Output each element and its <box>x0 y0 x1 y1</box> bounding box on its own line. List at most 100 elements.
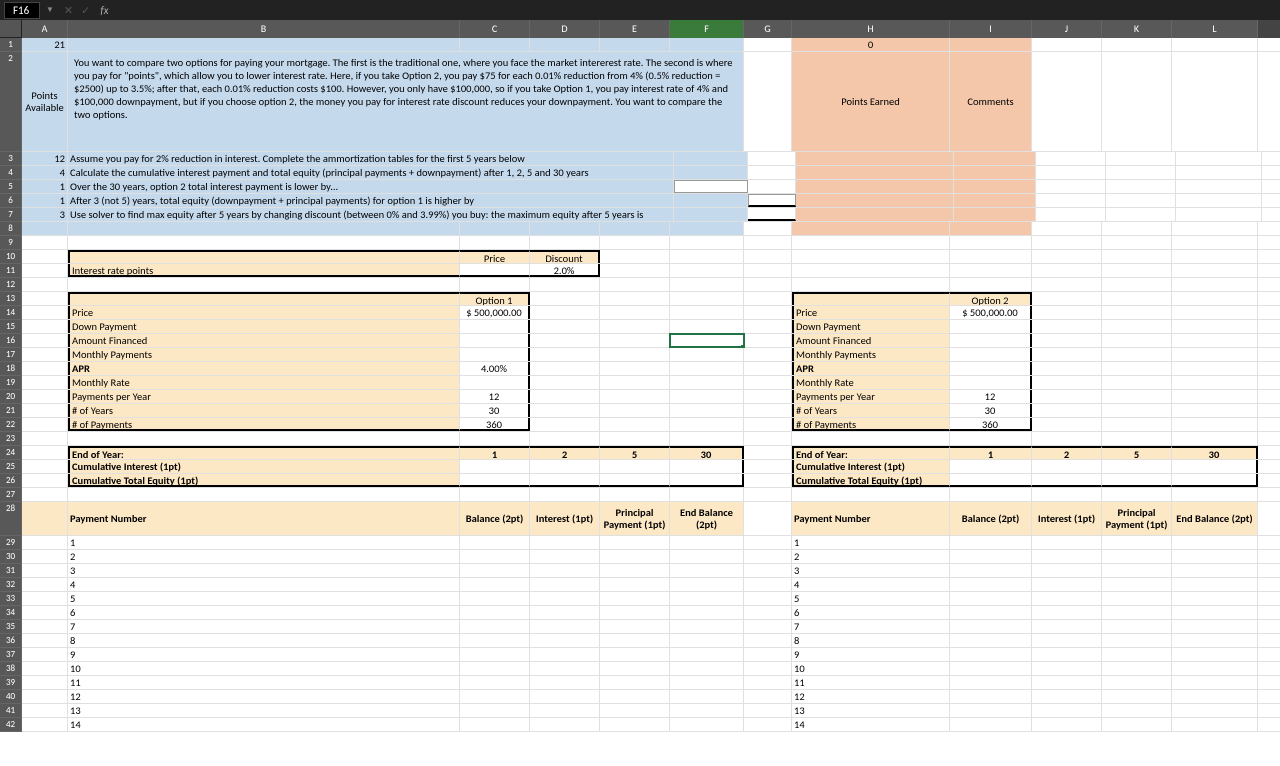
row-header-41[interactable]: 41 <box>0 704 22 718</box>
payment-num-1-5[interactable]: 5 <box>68 592 460 605</box>
row-header-15[interactable]: 15 <box>0 320 22 334</box>
opt1-label-21[interactable]: # of Years <box>68 404 460 417</box>
payment-num-2-10[interactable]: 10 <box>792 662 950 675</box>
payment-num-1-3[interactable]: 3 <box>68 564 460 577</box>
payment-num-1-10[interactable]: 10 <box>68 662 460 675</box>
price-header[interactable]: Price <box>460 250 530 263</box>
task-points-7[interactable]: 3 <box>22 208 68 221</box>
payment-num-1-14[interactable]: 14 <box>68 718 460 731</box>
col-header-J[interactable]: J <box>1032 20 1102 38</box>
row-header-1[interactable]: 1 <box>0 38 22 52</box>
payment-num-1-1[interactable]: 1 <box>68 536 460 549</box>
option2-title[interactable]: Option 2 <box>950 292 1032 305</box>
row-header-18[interactable]: 18 <box>0 362 22 376</box>
col-header-A[interactable]: A <box>22 20 68 38</box>
eb-header-1[interactable]: End Balance (2pt) <box>670 502 744 535</box>
opt2-label-22[interactable]: # of Payments <box>792 418 950 431</box>
col-header-G[interactable]: G <box>744 20 792 38</box>
ci-label-2[interactable]: Cumulative Interest (1pt) <box>792 460 950 473</box>
cells-area[interactable]: 21 0 Points Available You want to compar… <box>22 38 1280 732</box>
payment-num-2-9[interactable]: 9 <box>792 648 950 661</box>
task-points-4[interactable]: 4 <box>22 166 68 179</box>
opt1-val-21[interactable]: 30 <box>460 404 530 417</box>
zero-val[interactable]: 0 <box>792 38 950 51</box>
row-header-7[interactable]: 7 <box>0 208 22 222</box>
cell-F14[interactable] <box>670 306 744 319</box>
col-header-E[interactable]: E <box>600 20 670 38</box>
payment-num-2-11[interactable]: 11 <box>792 676 950 689</box>
pn-header-1[interactable]: Payment Number <box>68 502 460 535</box>
payment-num-1-7[interactable]: 7 <box>68 620 460 633</box>
row-header-30[interactable]: 30 <box>0 550 22 564</box>
ci-label-1[interactable]: Cumulative Interest (1pt) <box>68 460 460 473</box>
confirm-icon[interactable]: ✓ <box>77 4 94 17</box>
row-header-4[interactable]: 4 <box>0 166 22 180</box>
opt2-label-15[interactable]: Down Payment <box>792 320 950 333</box>
opt1-val-14[interactable]: $ 500,000.00 <box>460 306 530 319</box>
row-header-12[interactable]: 12 <box>0 278 22 292</box>
payment-num-1-4[interactable]: 4 <box>68 578 460 591</box>
opt1-label-16[interactable]: Amount Financed <box>68 334 460 347</box>
payment-num-2-3[interactable]: 3 <box>792 564 950 577</box>
opt2-label-16[interactable]: Amount Financed <box>792 334 950 347</box>
pp-header-2[interactable]: Principal Payment (1pt) <box>1102 502 1172 535</box>
row-header-19[interactable]: 19 <box>0 376 22 390</box>
row-header-3[interactable]: 3 <box>0 152 22 166</box>
eoy-label-2[interactable]: End of Year: <box>792 446 950 459</box>
payment-num-2-14[interactable]: 14 <box>792 718 950 731</box>
task-points-6[interactable]: 1 <box>22 194 68 207</box>
col-header-C[interactable]: C <box>460 20 530 38</box>
cell-F20[interactable] <box>670 390 744 403</box>
opt2-val-18[interactable] <box>950 362 1032 375</box>
row-header-34[interactable]: 34 <box>0 606 22 620</box>
bal-header-1[interactable]: Balance (2pt) <box>460 502 530 535</box>
bal-header-2[interactable]: Balance (2pt) <box>950 502 1032 535</box>
opt1-val-20[interactable]: 12 <box>460 390 530 403</box>
row-header-29[interactable]: 29 <box>0 536 22 550</box>
opt2-val-15[interactable] <box>950 320 1032 333</box>
payment-num-2-12[interactable]: 12 <box>792 690 950 703</box>
row-header-20[interactable]: 20 <box>0 390 22 404</box>
dropdown-icon[interactable]: ▼ <box>40 5 60 15</box>
pn-header-2[interactable]: Payment Number <box>792 502 950 535</box>
opt1-label-19[interactable]: Monthly Rate <box>68 376 460 389</box>
payment-num-1-2[interactable]: 2 <box>68 550 460 563</box>
col-header-K[interactable]: K <box>1102 20 1172 38</box>
row-header-38[interactable]: 38 <box>0 662 22 676</box>
payment-num-2-5[interactable]: 5 <box>792 592 950 605</box>
points-earned-label[interactable]: Points Earned <box>792 52 950 151</box>
cell-F17[interactable] <box>670 348 744 361</box>
task-text-3[interactable]: Assume you pay for 2% reduction in inter… <box>68 152 674 165</box>
cell-F21[interactable] <box>670 404 744 417</box>
row-header-8[interactable]: 8 <box>0 222 22 236</box>
row-header-32[interactable]: 32 <box>0 578 22 592</box>
row-header-27[interactable]: 27 <box>0 488 22 502</box>
opt1-label-20[interactable]: Payments per Year <box>68 390 460 403</box>
opt2-label-17[interactable]: Monthly Payments <box>792 348 950 361</box>
task-points-3[interactable]: 12 <box>22 152 68 165</box>
description-text[interactable]: You want to compare two options for payi… <box>68 52 744 151</box>
row-header-36[interactable]: 36 <box>0 634 22 648</box>
row-header-25[interactable]: 25 <box>0 460 22 474</box>
cell-F19[interactable] <box>670 376 744 389</box>
row-header-42[interactable]: 42 <box>0 718 22 732</box>
irp-label[interactable]: Interest rate points <box>68 264 460 277</box>
opt2-label-18[interactable]: APR <box>792 362 950 375</box>
payment-num-2-4[interactable]: 4 <box>792 578 950 591</box>
int-header-1[interactable]: Interest (1pt) <box>530 502 600 535</box>
opt1-val-16[interactable] <box>460 334 530 347</box>
opt2-val-22[interactable]: 360 <box>950 418 1032 431</box>
task-text-6[interactable]: After 3 (not 5) years, total equity (dow… <box>68 194 674 207</box>
row-header-24[interactable]: 24 <box>0 446 22 460</box>
payment-num-2-1[interactable]: 1 <box>792 536 950 549</box>
opt2-val-21[interactable]: 30 <box>950 404 1032 417</box>
task-points-5[interactable]: 1 <box>22 180 68 193</box>
pp-header-1[interactable]: Principal Payment (1pt) <box>600 502 670 535</box>
cte-label-2[interactable]: Cumulative Total Equity (1pt) <box>792 474 950 487</box>
row-header-11[interactable]: 11 <box>0 264 22 278</box>
row-header-5[interactable]: 5 <box>0 180 22 194</box>
opt2-val-20[interactable]: 12 <box>950 390 1032 403</box>
option1-title[interactable]: Option 1 <box>460 292 530 305</box>
opt1-label-15[interactable]: Down Payment <box>68 320 460 333</box>
opt1-label-17[interactable]: Monthly Payments <box>68 348 460 361</box>
